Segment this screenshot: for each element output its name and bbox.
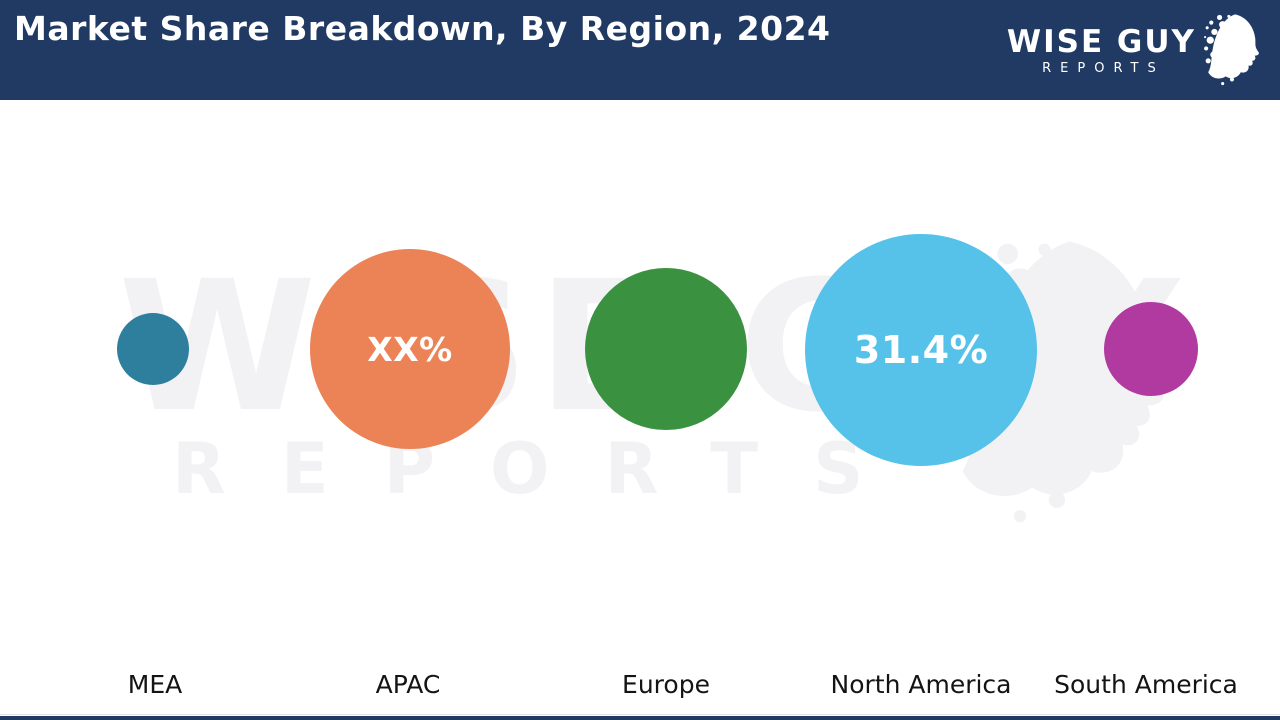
bubble-mea [117,313,189,385]
bubble-south-america [1104,302,1198,396]
bubble-europe [585,268,747,430]
bubble-apac: XX% [310,249,510,449]
category-label-mea: MEA [127,670,183,699]
category-label-north-america: North America [830,670,1012,699]
page-title: Market Share Breakdown, By Region, 2024 [14,9,831,48]
brand-logo: WISE GUY REPORTS [1007,8,1264,92]
logo-wordmark-block: WISE GUY REPORTS [1007,25,1196,76]
bubble-value-north-america: 31.4% [853,328,989,372]
category-label-south-america: South America [1054,670,1238,699]
bubble-value-apac: XX% [367,329,453,369]
watermark-reports: REPORTS [172,428,919,510]
logo-subtitle: REPORTS [1042,60,1165,76]
header-bar: Market Share Breakdown, By Region, 2024 … [0,0,1280,100]
category-label-apac: APAC [375,670,441,699]
footer-strip [0,716,1280,720]
category-label-europe: Europe [622,670,710,699]
logo-face-icon [1202,11,1264,89]
bubble-north-america: 31.4% [805,234,1037,466]
baseline-divider [0,714,1280,715]
logo-wordmark: WISE GUY [1006,23,1196,60]
